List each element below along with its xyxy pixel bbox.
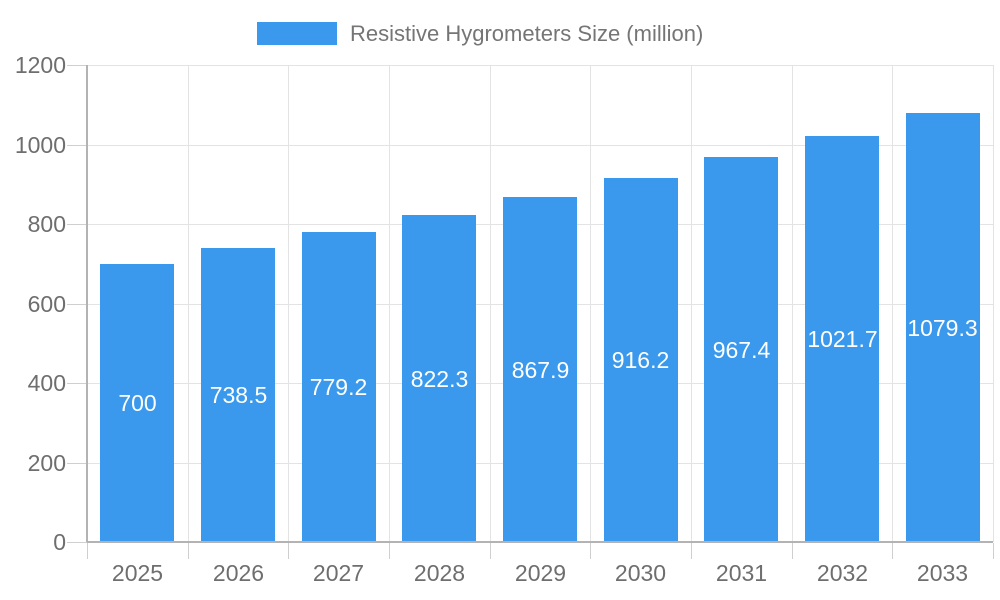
x-tick-1 xyxy=(188,543,189,559)
gridline-x-4 xyxy=(490,65,491,542)
bar-value-label-2031: 967.4 xyxy=(712,337,771,363)
gridline-x-8 xyxy=(892,65,893,542)
y-axis-label-0: 0 xyxy=(53,529,66,555)
gridline-x-2 xyxy=(288,65,289,542)
legend-swatch xyxy=(257,22,337,45)
y-axis-label-1000: 1000 xyxy=(14,132,66,158)
bar-2027[interactable] xyxy=(302,232,376,541)
y-axis-label-600: 600 xyxy=(27,291,66,317)
x-axis-label-2030: 2030 xyxy=(614,560,667,586)
x-axis-label-2026: 2026 xyxy=(212,560,265,586)
gridline-x-1 xyxy=(188,65,189,542)
x-tick-8 xyxy=(892,543,893,559)
bar-value-label-2030: 916.2 xyxy=(611,347,670,373)
bar-value-label-2033: 1079.3 xyxy=(907,315,978,341)
x-tick-5 xyxy=(590,543,591,559)
bar-2026[interactable] xyxy=(201,248,275,541)
bar-value-label-2025: 700 xyxy=(118,390,157,416)
x-tick-4 xyxy=(490,543,491,559)
y-tick-600 xyxy=(67,304,87,305)
gridline-x-9 xyxy=(993,65,994,542)
y-axis-label-200: 200 xyxy=(27,450,66,476)
y-tick-400 xyxy=(67,383,87,384)
y-axis-label-800: 800 xyxy=(27,211,66,237)
y-tick-0 xyxy=(67,542,87,543)
x-axis-label-2029: 2029 xyxy=(514,560,567,586)
x-tick-0 xyxy=(87,543,88,559)
x-axis-label-2033: 2033 xyxy=(916,560,969,586)
gridline-x-6 xyxy=(691,65,692,542)
bar-value-label-2032: 1021.7 xyxy=(807,326,878,352)
bar-value-label-2029: 867.9 xyxy=(511,357,570,383)
x-axis-label-2031: 2031 xyxy=(715,560,768,586)
bar-2029[interactable] xyxy=(503,197,577,541)
x-axis-line xyxy=(87,541,993,543)
legend-label: Resistive Hygrometers Size (million) xyxy=(350,21,704,46)
x-tick-9 xyxy=(993,543,994,559)
y-tick-200 xyxy=(67,463,87,464)
bar-value-label-2027: 779.2 xyxy=(309,374,368,400)
x-axis-label-2027: 2027 xyxy=(312,560,365,586)
x-axis-label-2028: 2028 xyxy=(413,560,466,586)
bar-2033[interactable] xyxy=(906,113,980,541)
bar-2028[interactable] xyxy=(402,215,476,541)
gridline-x-5 xyxy=(590,65,591,542)
y-tick-1200 xyxy=(67,65,87,66)
x-tick-7 xyxy=(792,543,793,559)
legend: Resistive Hygrometers Size (million) xyxy=(257,22,703,45)
gridline-y-1200 xyxy=(87,65,993,66)
bar-2031[interactable] xyxy=(704,157,778,541)
y-axis-label-400: 400 xyxy=(27,370,66,396)
y-axis-line xyxy=(86,65,88,542)
x-tick-3 xyxy=(389,543,390,559)
bar-value-label-2028: 822.3 xyxy=(410,366,469,392)
x-axis-label-2032: 2032 xyxy=(816,560,869,586)
x-tick-2 xyxy=(288,543,289,559)
bar-2032[interactable] xyxy=(805,136,879,541)
gridline-x-3 xyxy=(389,65,390,542)
x-tick-6 xyxy=(691,543,692,559)
bar-value-label-2026: 738.5 xyxy=(209,382,268,408)
x-axis-label-2025: 2025 xyxy=(111,560,164,586)
y-axis-label-1200: 1200 xyxy=(14,52,66,78)
gridline-y-1000 xyxy=(87,145,993,146)
bar-2025[interactable] xyxy=(100,264,174,541)
y-tick-800 xyxy=(67,224,87,225)
gridline-x-7 xyxy=(792,65,793,542)
y-tick-1000 xyxy=(67,145,87,146)
bar-2030[interactable] xyxy=(604,178,678,541)
